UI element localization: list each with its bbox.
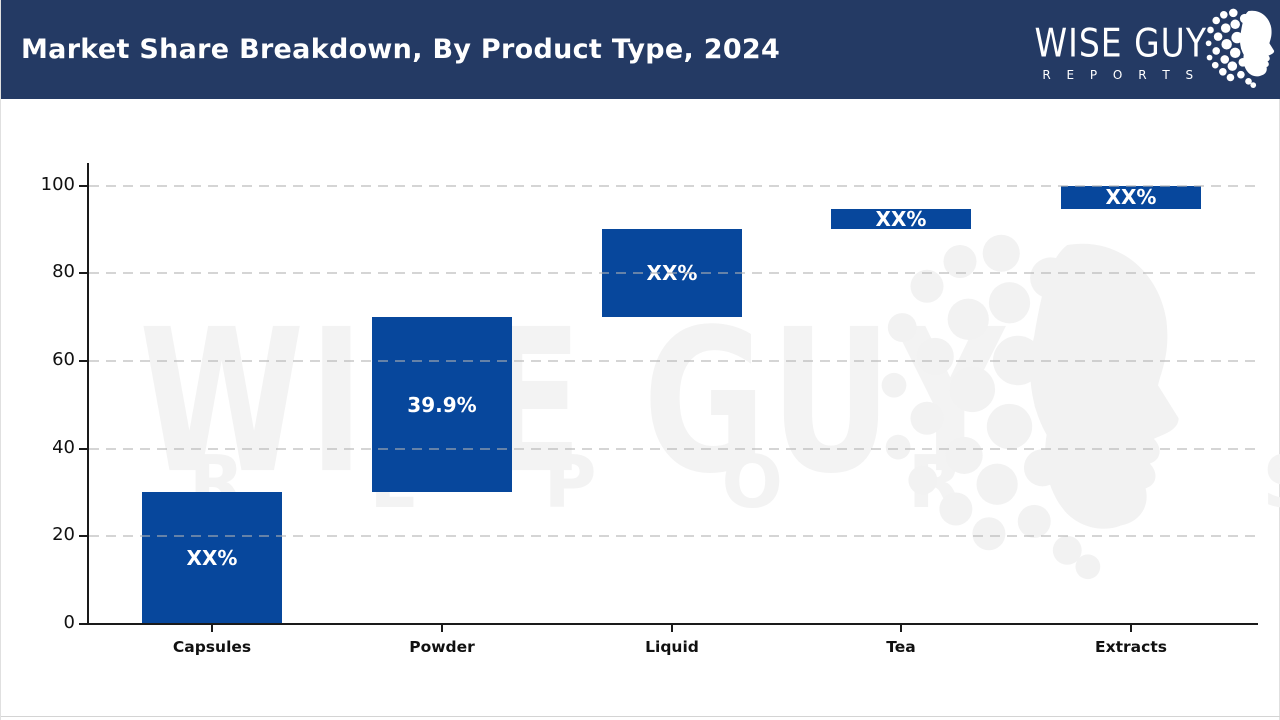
- bar-value-label: XX%: [1105, 185, 1157, 210]
- bar-tea: XX%: [831, 207, 971, 232]
- watermark-wordmark: WISE GUY: [139, 288, 1009, 518]
- y-tick-label: 0: [63, 612, 75, 633]
- x-tick: [671, 625, 673, 632]
- gridline-20: [89, 535, 1257, 538]
- y-tick: [79, 272, 87, 275]
- y-tick-label: 100: [40, 173, 75, 195]
- x-category-label: Liquid: [645, 638, 699, 656]
- bar-value-label: 39.9%: [407, 392, 477, 417]
- x-tick: [441, 625, 443, 632]
- y-tick: [79, 623, 87, 625]
- y-tick: [79, 447, 87, 450]
- gridline-100: [89, 184, 1257, 187]
- page-title: Market Share Breakdown, By Product Type,…: [21, 34, 781, 65]
- y-tick-label: 40: [52, 436, 75, 458]
- wiseguy-logo: WISE GUY R E P O R T S: [1025, 0, 1275, 99]
- logo-word: WISE GUY: [1034, 20, 1207, 67]
- y-tick-label: 80: [52, 261, 75, 283]
- watermark-dot-head-icon: [861, 195, 1191, 625]
- logo-subtitle: R E P O R T S: [1042, 68, 1200, 82]
- y-tick-label: 20: [52, 524, 75, 546]
- bar-extracts: XX%: [1061, 185, 1201, 210]
- bar-value-label: XX%: [875, 207, 927, 232]
- y-tick: [79, 359, 87, 362]
- gridline-40: [89, 447, 1257, 450]
- x-category-label: Capsules: [172, 638, 252, 656]
- bar-capsules: XX%: [142, 492, 282, 624]
- x-category-label: Tea: [886, 638, 916, 656]
- y-tick-label: 60: [52, 348, 75, 370]
- bar-value-label: XX%: [186, 546, 238, 571]
- gridline-60: [89, 359, 1257, 362]
- logo-dot-head-icon: [1201, 5, 1277, 93]
- logo-wordmark: WISE GUY R E P O R T S: [1034, 20, 1207, 82]
- bottom-divider: [1, 716, 1280, 717]
- x-tick: [900, 625, 902, 632]
- x-category-label: Extracts: [1095, 638, 1167, 656]
- y-tick: [79, 184, 87, 187]
- gridline-80: [89, 272, 1257, 275]
- y-tick: [79, 535, 87, 538]
- x-category-label: Powder: [409, 638, 475, 656]
- bar-powder: 39.9%: [372, 317, 512, 493]
- x-tick: [1130, 625, 1132, 632]
- y-axis-line: [87, 163, 89, 625]
- x-tick: [211, 625, 213, 632]
- header-band: Market Share Breakdown, By Product Type,…: [1, 0, 1280, 99]
- x-axis-line: [87, 623, 1258, 625]
